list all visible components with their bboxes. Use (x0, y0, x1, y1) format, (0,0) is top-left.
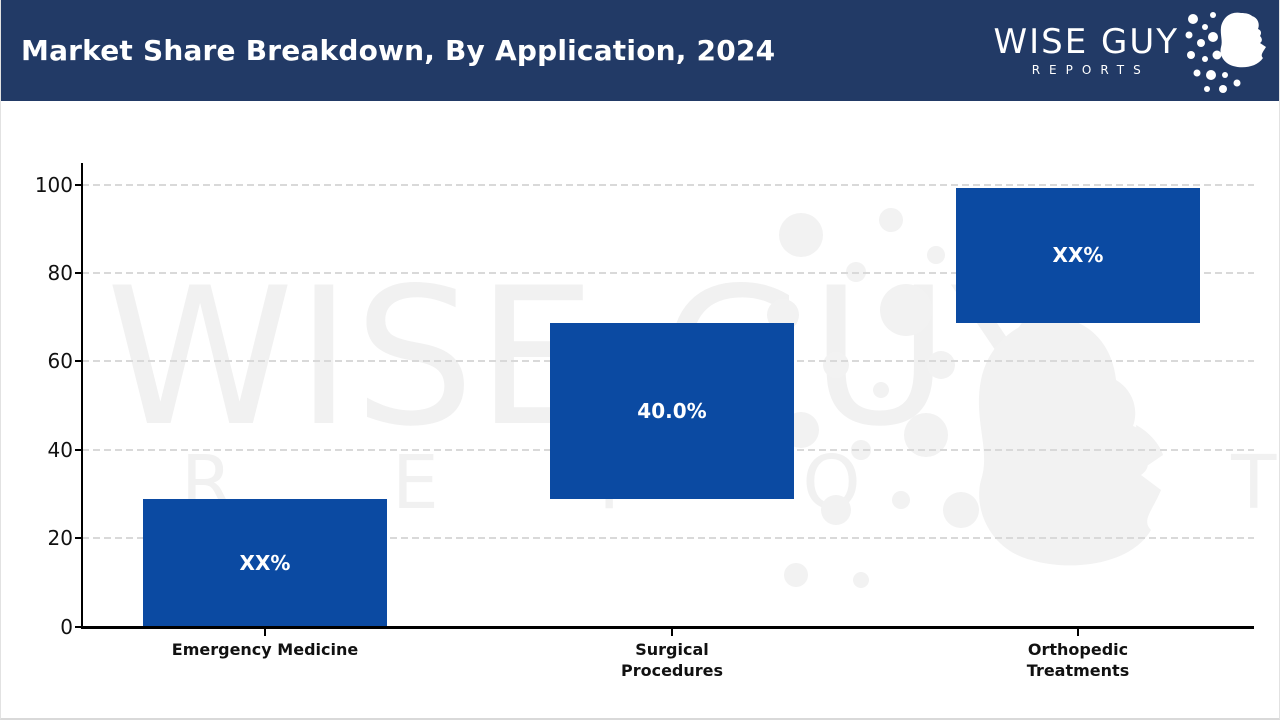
brand-logo-name: WISE GUY (993, 21, 1179, 62)
brand-logo-subtitle: REPORTS (1031, 62, 1150, 77)
brand-logo-face-icon (1185, 11, 1266, 93)
bar-segment: XX% (143, 499, 387, 627)
x-axis-tick-mark (1077, 628, 1079, 636)
x-axis-line (81, 625, 1254, 629)
bar-value-label: XX% (239, 550, 291, 575)
y-axis-tick-label: 0 (60, 614, 73, 639)
bar-segment: 40.0% (550, 322, 794, 500)
gridline (82, 537, 1254, 540)
brand-logo-text: WISE GUY REPORTS (993, 24, 1179, 78)
brand-logo: WISE GUY REPORTS (993, 5, 1279, 97)
bar-value-label: XX% (1052, 243, 1104, 268)
x-axis-category-label: Surgical Procedures (620, 640, 724, 680)
y-axis-tick-label: 20 (47, 526, 73, 551)
y-axis-tick-mark (75, 271, 82, 274)
y-axis-tick-mark (75, 537, 82, 540)
y-axis-tick-mark (75, 448, 82, 451)
bar-value-label: 40.0% (637, 399, 707, 424)
bar-segment: XX% (956, 187, 1200, 323)
y-axis-tick-label: 80 (47, 260, 73, 285)
gridline (82, 271, 1254, 274)
x-axis-tick-mark (264, 628, 266, 636)
y-axis-tick-label: 40 (47, 437, 73, 462)
y-axis-tick-label: 100 (34, 172, 73, 197)
x-axis-category-label: Orthopedic Treatments (1026, 640, 1130, 680)
chart-title: Market Share Breakdown, By Application, … (21, 34, 776, 67)
header-bar: Market Share Breakdown, By Application, … (1, 0, 1279, 101)
y-axis-tick-mark (75, 183, 82, 186)
y-axis-tick-mark (75, 625, 82, 628)
x-axis-tick-mark (671, 628, 673, 636)
x-axis-category-label: Emergency Medicine (171, 640, 359, 659)
y-axis-line (81, 163, 83, 628)
gridline (82, 183, 1254, 186)
y-axis-tick-mark (75, 360, 82, 363)
y-axis-tick-label: 60 (47, 349, 73, 374)
